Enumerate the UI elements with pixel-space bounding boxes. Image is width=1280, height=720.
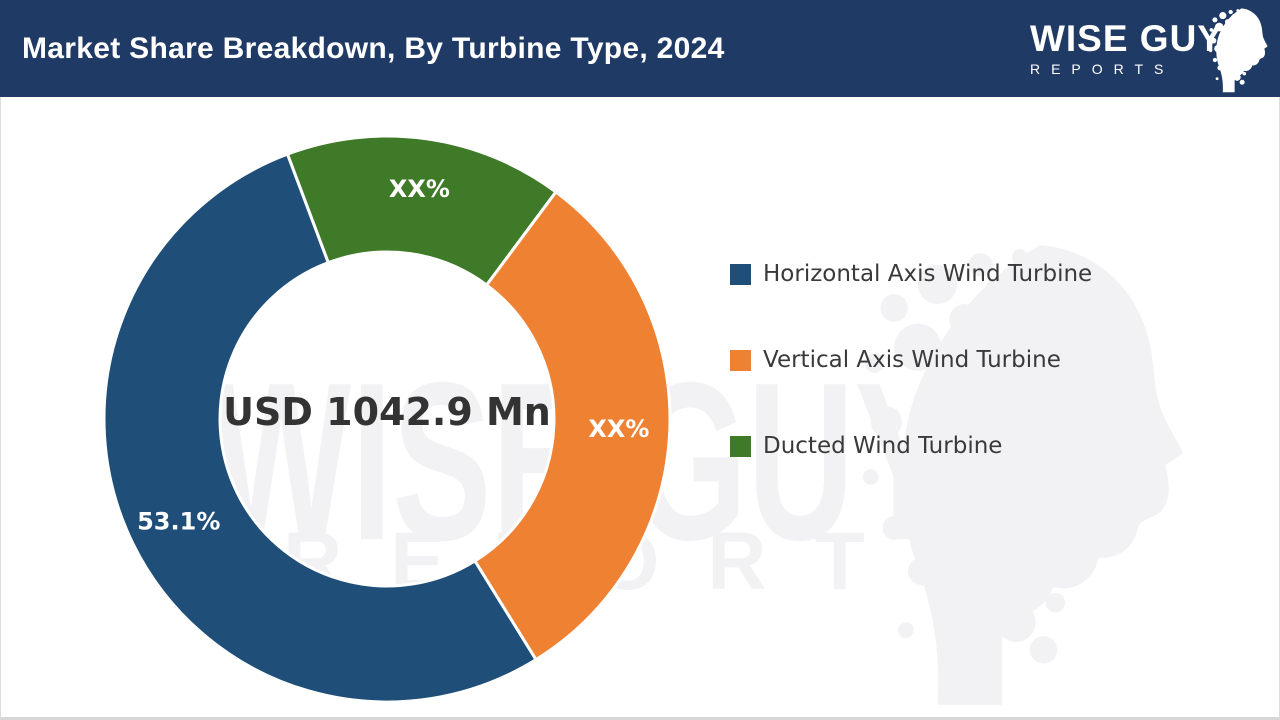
chart-area: WISE GUY REPORTS XX% XX% 53.1% USD 1042.9 … — [0, 97, 1280, 720]
legend-swatch — [730, 263, 751, 285]
legend-label: Ducted Wind Turbine — [763, 433, 1003, 459]
logo-wordmark: WISE GUY — [1029, 18, 1223, 59]
legend-swatch — [730, 349, 751, 371]
legend-item-ducted-wind-turbine: Ducted Wind Turbine — [730, 433, 1092, 459]
wise-guy-logo: WISE GUY REPORTS — [1030, 5, 1268, 93]
page-title: Market Share Breakdown, By Turbine Type,… — [22, 31, 725, 65]
logo-text: WISE GUY REPORTS — [1030, 20, 1223, 77]
slice-value-label: 53.1% — [137, 507, 220, 535]
slice-value-label: XX% — [389, 175, 450, 203]
header: Market Share Breakdown, By Turbine Type,… — [0, 0, 1280, 97]
slice-value-label: XX% — [588, 415, 649, 443]
chart-legend: Horizontal Axis Wind Turbine Vertical Ax… — [730, 261, 1092, 459]
legend-item-horizontal-axis-wind-turbine: Horizontal Axis Wind Turbine — [730, 261, 1092, 287]
face-profile-icon — [1209, 7, 1268, 92]
donut-slice-ducted-wind-turbine — [285, 134, 558, 288]
donut-chart: XX% XX% 53.1% — [102, 134, 672, 704]
chart-center-value: USD 1042.9 Mn — [223, 390, 551, 434]
logo-subtext: REPORTS — [1029, 61, 1175, 77]
donut-slice-vertical-axis-wind-turbine — [472, 189, 672, 662]
legend-label: Vertical Axis Wind Turbine — [763, 347, 1061, 373]
legend-item-vertical-axis-wind-turbine: Vertical Axis Wind Turbine — [730, 347, 1092, 373]
legend-label: Horizontal Axis Wind Turbine — [763, 261, 1093, 287]
donut-slice-horizontal-axis-wind-turbine — [102, 152, 539, 704]
legend-swatch — [730, 435, 751, 457]
